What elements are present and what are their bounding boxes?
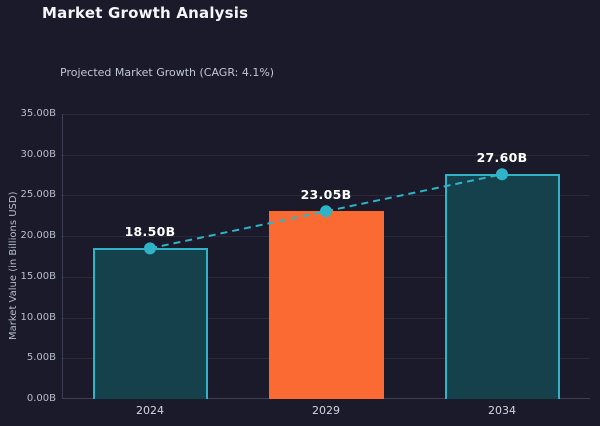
- y-tick-label: 25.00B: [20, 189, 57, 201]
- bar-value-label: 23.05B: [300, 187, 352, 203]
- y-tick-label: 30.00B: [20, 148, 57, 160]
- gridline: [62, 154, 590, 156]
- bar-2024: [92, 248, 208, 399]
- y-tick-label: 15.00B: [20, 270, 57, 282]
- y-tick-label: 35.00B: [20, 108, 57, 119]
- bar-value-label: 18.50B: [124, 224, 176, 240]
- y-tick-label: 10.00B: [20, 311, 57, 323]
- x-tick-label: 2034: [488, 404, 516, 417]
- chart-subtitle: Projected Market Growth (CAGR: 4.1%): [60, 66, 275, 79]
- x-tick-label: 2024: [136, 404, 164, 417]
- bar-2034: [444, 174, 560, 399]
- y-tick-label: 20.00B: [20, 230, 57, 242]
- bar-2029: [268, 211, 384, 399]
- gridline: [62, 114, 590, 115]
- bar-value-label: 27.60B: [476, 150, 528, 166]
- y-tick-label: 0.00B: [26, 393, 56, 404]
- y-tick-label: 5.00B: [26, 352, 56, 364]
- chart-title: Market Growth Analysis: [42, 4, 249, 22]
- x-tick-label: 2029: [312, 404, 340, 417]
